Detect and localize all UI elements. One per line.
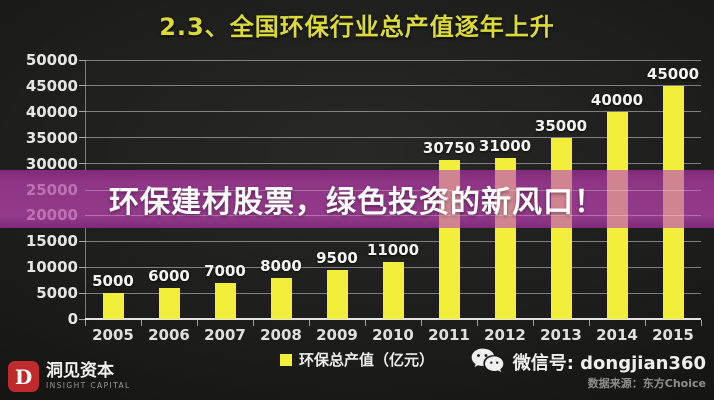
y-axis-tick xyxy=(79,137,85,139)
overlay-banner: 环保建材股票，绿色投资的新风口！ 20000 25000 xyxy=(0,170,714,228)
wechat-icon xyxy=(471,348,504,373)
x-axis-tick xyxy=(421,320,422,326)
x-axis-label: 2012 xyxy=(484,326,526,344)
y-grid-line xyxy=(85,163,701,165)
legend: 环保总产值（亿元） xyxy=(0,349,714,370)
bar xyxy=(270,277,292,319)
y-axis-label: 40000 xyxy=(25,102,78,121)
y-axis-tick xyxy=(79,240,85,242)
y-axis-tick xyxy=(79,59,85,61)
banner-grid-line xyxy=(85,189,701,191)
y-grid-line xyxy=(85,137,701,139)
x-axis-tick xyxy=(309,320,310,326)
x-axis-tick xyxy=(589,320,590,326)
bar-value-label: 7000 xyxy=(204,261,246,280)
y-grid-line xyxy=(85,111,701,113)
x-axis-label: 2009 xyxy=(316,326,358,344)
bar xyxy=(326,269,348,319)
y-axis-tick xyxy=(79,85,85,87)
bar xyxy=(214,282,236,319)
logo-name: 洞见资本 xyxy=(46,361,114,381)
y-axis-label: 35000 xyxy=(25,128,78,147)
x-axis-label: 2007 xyxy=(204,326,246,344)
logo-text-block: 洞见资本 INSIGHT CAPITAL xyxy=(46,362,131,391)
y-grid-line xyxy=(85,85,701,87)
y-axis-label: 15000 xyxy=(25,232,78,251)
x-axis-tick xyxy=(365,320,366,326)
x-axis-label: 2011 xyxy=(428,326,470,344)
banner-text: 环保建材股票，绿色投资的新风口！ xyxy=(109,185,605,220)
x-axis-tick xyxy=(645,320,646,326)
y-grid-line xyxy=(85,59,701,61)
bar-value-label: 5000 xyxy=(92,272,134,291)
footer-right: 微信号: dongjian360 数据来源：东方Choice xyxy=(469,347,706,391)
banner-y-axis-label: 20000 xyxy=(25,206,78,225)
y-axis-tick xyxy=(79,266,85,268)
wechat-row: 微信号: dongjian360 xyxy=(469,347,706,377)
y-axis-tick xyxy=(79,292,85,294)
x-axis-tick xyxy=(477,320,478,326)
y-axis-label: 45000 xyxy=(25,76,78,95)
bar-value-label: 40000 xyxy=(590,90,644,109)
bar-value-label: 35000 xyxy=(534,116,588,135)
x-axis-label: 2006 xyxy=(148,326,190,344)
bar xyxy=(158,287,180,319)
bar-value-label: 45000 xyxy=(646,64,700,83)
y-axis-label: 30000 xyxy=(25,154,78,173)
legend-swatch xyxy=(279,353,292,366)
bar-value-label: 11000 xyxy=(366,241,420,260)
legend-label: 环保总产值（亿元） xyxy=(298,351,434,369)
bar-value-label: 9500 xyxy=(316,248,358,267)
banner-grid-line xyxy=(85,215,701,217)
x-axis-tick xyxy=(701,320,702,326)
x-axis-label: 2010 xyxy=(372,326,414,344)
y-axis-tick xyxy=(79,111,85,113)
banner-y-axis-label: 25000 xyxy=(25,180,78,199)
y-grid-line xyxy=(85,318,701,320)
bar-value-label: 8000 xyxy=(260,256,302,275)
y-axis-label: 50000 xyxy=(25,51,78,69)
banner-bar-stripe xyxy=(550,170,572,228)
x-axis-label: 2008 xyxy=(260,326,302,344)
y-axis-tick xyxy=(79,318,85,320)
x-axis-tick xyxy=(533,320,534,326)
y-grid-line xyxy=(85,240,701,242)
banner-bar-stripe xyxy=(662,170,684,228)
x-axis-tick xyxy=(253,320,254,326)
x-axis-tick xyxy=(141,320,142,326)
x-axis-label: 2005 xyxy=(92,326,134,344)
banner-bar-stripe xyxy=(438,170,460,228)
logo-d-icon: D xyxy=(8,361,39,392)
y-axis-label: 0 xyxy=(67,310,78,328)
y-axis-label: 10000 xyxy=(25,258,78,277)
bar-value-label: 6000 xyxy=(148,266,190,285)
bar-value-label: 31000 xyxy=(478,137,532,156)
banner-bar-stripe xyxy=(606,170,628,228)
x-axis-label: 2014 xyxy=(596,326,638,344)
insight-capital-logo: D 洞见资本 INSIGHT CAPITAL xyxy=(8,361,131,392)
bar xyxy=(550,137,572,319)
bar xyxy=(382,262,404,319)
wechat-label: 微信号: dongjian360 xyxy=(512,353,706,374)
logo-subtitle: INSIGHT CAPITAL xyxy=(46,381,131,390)
banner-bar-stripe xyxy=(494,170,516,228)
x-axis-label: 2015 xyxy=(652,326,694,344)
y-axis-label: 5000 xyxy=(36,284,78,303)
x-axis-tick xyxy=(197,320,198,326)
bar xyxy=(102,293,124,319)
x-axis-label: 2013 xyxy=(540,326,582,344)
data-source: 数据来源：东方Choice xyxy=(587,377,706,390)
y-axis-tick xyxy=(79,163,85,165)
x-axis-tick xyxy=(85,320,86,326)
bar-value-label: 30750 xyxy=(422,138,476,157)
chart-title: 2.3、全国环保行业总产值逐年上升 xyxy=(159,13,555,41)
